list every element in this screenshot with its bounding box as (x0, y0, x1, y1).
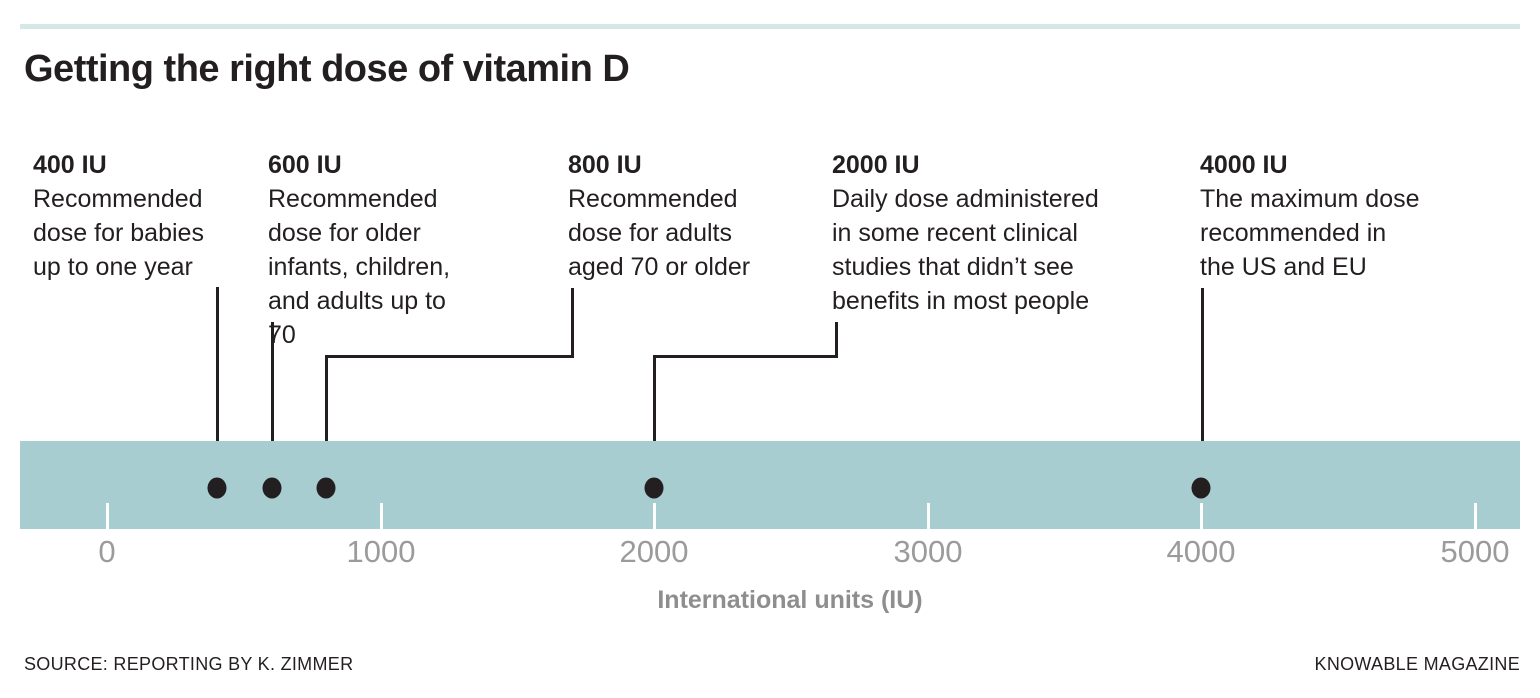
source-text: SOURCE: REPORTING BY K. ZIMMER (24, 654, 354, 674)
dose-label: 800 IU (568, 151, 642, 179)
axis-tick-label-0: 0 (98, 534, 116, 569)
axis-tick-label-1000: 1000 (346, 534, 416, 569)
leader-line-800iu-top (570, 288, 574, 358)
axis-tick-label-5000: 5000 (1440, 534, 1510, 569)
dose-label: 2000 IU (832, 151, 920, 179)
leader-line-400iu (215, 287, 219, 488)
axis-tick-2000 (652, 503, 656, 529)
axis-tick-label-2000: 2000 (619, 534, 689, 569)
dose-description: Recommended dose for older infants, chil… (268, 185, 451, 349)
dot-800iu (316, 477, 336, 499)
axis-tick-label-3000: 3000 (893, 534, 963, 569)
axis-tick-label-4000: 4000 (1166, 534, 1236, 569)
page-title: Getting the right dose of vitamin D (24, 48, 630, 90)
annotation-2000iu: 2000 IU Daily dose administered in some … (832, 148, 1100, 318)
leader-line-4000iu (1200, 288, 1204, 488)
leader-line-2000iu-top (834, 322, 838, 358)
dose-label: 600 IU (268, 151, 342, 179)
dot-2000iu (644, 477, 664, 499)
leader-line-600iu (270, 322, 274, 488)
dose-description: The maximum dose recommended in the US a… (1200, 185, 1420, 281)
axis-tick-0 (105, 503, 109, 529)
dose-label: 400 IU (33, 151, 107, 179)
top-accent-rule (20, 24, 1520, 29)
dot-4000iu (1191, 477, 1211, 499)
leader-line-2000iu-bottom (652, 355, 656, 488)
axis-tick-5000 (1473, 503, 1477, 529)
dose-description: Daily dose administered in some recent c… (832, 185, 1099, 315)
dose-band (20, 441, 1520, 529)
annotation-400iu: 400 IU Recommended dose for babies up to… (33, 148, 228, 284)
credit-text: KNOWABLE MAGAZINE (1314, 654, 1520, 674)
axis-tick-3000 (926, 503, 930, 529)
leader-line-2000iu-horizontal (652, 355, 838, 358)
axis-tick-4000 (1199, 503, 1203, 529)
dot-400iu (207, 477, 227, 499)
dot-600iu (262, 477, 282, 499)
leader-line-800iu-bottom (324, 355, 328, 488)
x-axis-label: International units (IU) (657, 586, 923, 614)
dose-description: Recommended dose for adults aged 70 or o… (568, 185, 751, 281)
dose-description: Recommended dose for babies up to one ye… (33, 185, 204, 281)
annotation-4000iu: 4000 IU The maximum dose recommended in … (1200, 148, 1426, 284)
leader-line-800iu-horizontal (324, 355, 574, 358)
annotation-600iu: 600 IU Recommended dose for older infant… (268, 148, 478, 352)
annotation-800iu: 800 IU Recommended dose for adults aged … (568, 148, 778, 284)
axis-tick-1000 (379, 503, 383, 529)
dose-label: 4000 IU (1200, 151, 1288, 179)
